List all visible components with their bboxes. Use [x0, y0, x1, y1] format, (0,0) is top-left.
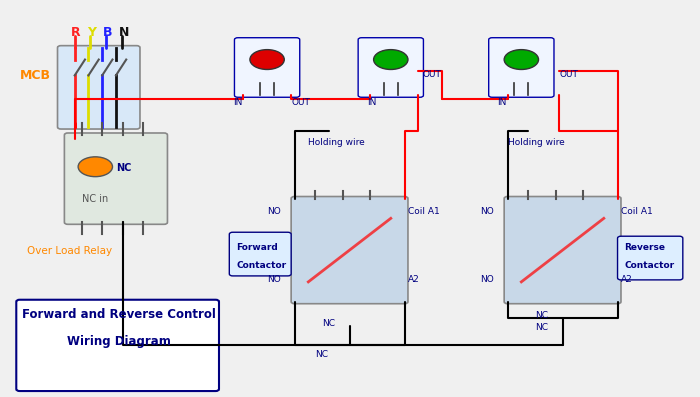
Text: NO: NO	[480, 275, 494, 284]
Text: A2: A2	[408, 275, 420, 284]
FancyBboxPatch shape	[358, 38, 424, 97]
Text: R: R	[71, 26, 81, 39]
FancyBboxPatch shape	[57, 46, 140, 129]
Text: Over Load Relay: Over Load Relay	[27, 246, 112, 256]
FancyBboxPatch shape	[617, 236, 682, 280]
Text: IN: IN	[497, 98, 507, 107]
Text: NO: NO	[267, 207, 281, 216]
Text: Wiring Diagram: Wiring Diagram	[67, 335, 172, 349]
Text: N: N	[119, 26, 129, 39]
Text: Coil A1: Coil A1	[621, 207, 652, 216]
Text: NC: NC	[322, 318, 335, 328]
Text: Contactor: Contactor	[236, 261, 286, 270]
Text: Forward and Reverse Control: Forward and Reverse Control	[22, 308, 216, 321]
Text: OUT: OUT	[422, 70, 441, 79]
Text: Coil A1: Coil A1	[408, 207, 440, 216]
FancyBboxPatch shape	[16, 300, 219, 391]
Text: Forward: Forward	[236, 243, 278, 252]
FancyBboxPatch shape	[234, 38, 300, 97]
Text: B: B	[103, 26, 113, 39]
FancyBboxPatch shape	[291, 197, 408, 304]
Circle shape	[504, 50, 538, 69]
Text: Contactor: Contactor	[624, 261, 675, 270]
Circle shape	[78, 157, 113, 177]
FancyBboxPatch shape	[504, 197, 621, 304]
Text: Reverse: Reverse	[624, 243, 666, 252]
Text: A2: A2	[621, 275, 633, 284]
Text: Holding wire: Holding wire	[508, 138, 564, 147]
Text: NO: NO	[480, 207, 494, 216]
Text: NC: NC	[535, 322, 548, 331]
Text: IN: IN	[367, 98, 376, 107]
Text: IN: IN	[232, 98, 242, 107]
FancyBboxPatch shape	[489, 38, 554, 97]
FancyBboxPatch shape	[230, 232, 291, 276]
Text: NO: NO	[267, 275, 281, 284]
FancyBboxPatch shape	[64, 133, 167, 224]
Text: MCB: MCB	[20, 69, 50, 83]
Text: Y: Y	[87, 26, 96, 39]
Text: Holding wire: Holding wire	[308, 138, 365, 147]
Text: NC in: NC in	[82, 195, 108, 204]
Text: NC: NC	[315, 350, 328, 359]
Text: NC: NC	[116, 163, 132, 173]
Text: NC: NC	[535, 310, 548, 320]
Circle shape	[374, 50, 408, 69]
Text: OUT: OUT	[559, 70, 578, 79]
Circle shape	[250, 50, 284, 69]
Text: OUT: OUT	[291, 98, 310, 107]
